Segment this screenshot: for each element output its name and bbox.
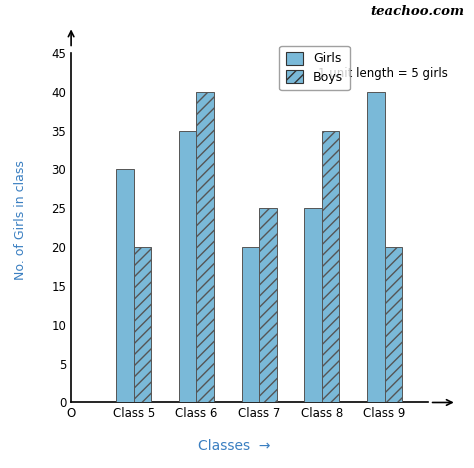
Bar: [197, 92, 214, 402]
Bar: [367, 92, 384, 402]
Text: Classes  →: Classes →: [198, 439, 271, 453]
Text: No. of Girls in class: No. of Girls in class: [14, 160, 27, 280]
Bar: [304, 208, 322, 402]
Bar: [116, 169, 134, 402]
Legend: Girls, Boys: Girls, Boys: [280, 45, 350, 90]
Bar: [259, 208, 277, 402]
Text: 1 unit length = 5 girls: 1 unit length = 5 girls: [318, 66, 448, 80]
Bar: [242, 247, 259, 402]
Bar: [322, 131, 339, 402]
Bar: [179, 131, 197, 402]
Bar: [384, 247, 402, 402]
Text: teachoo.com: teachoo.com: [371, 5, 465, 18]
Bar: [134, 247, 151, 402]
